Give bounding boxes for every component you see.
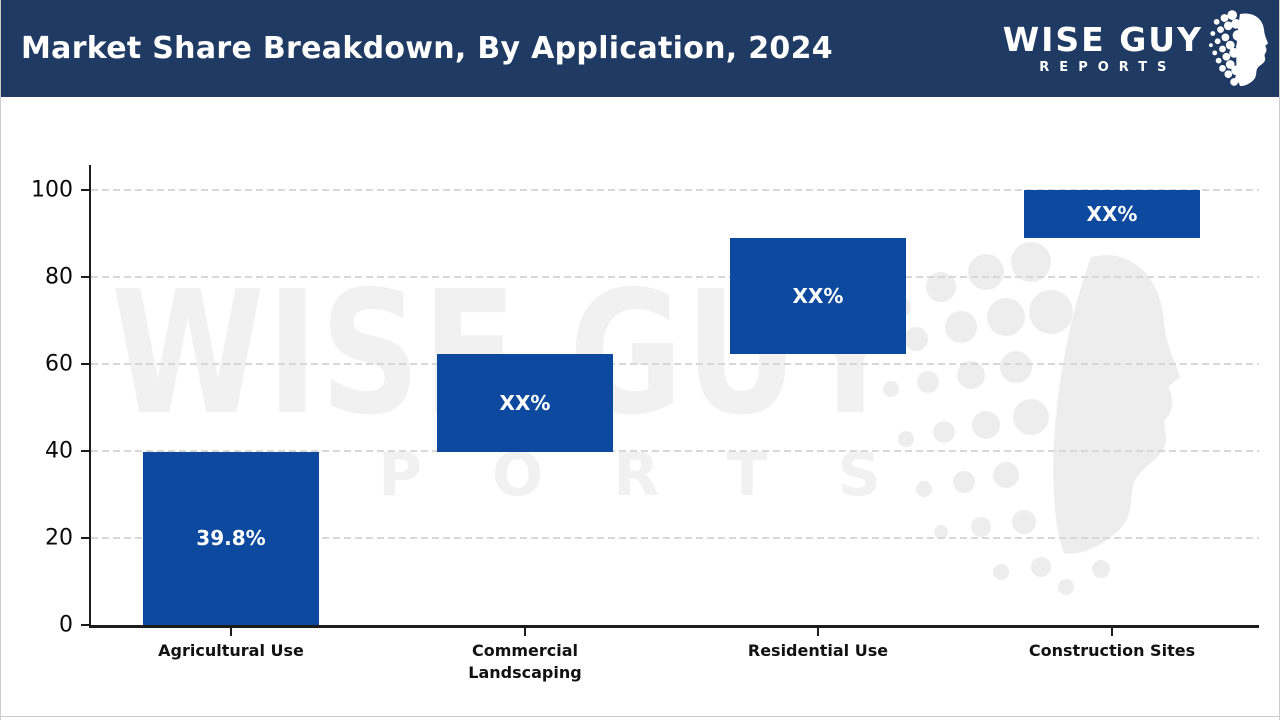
gridline bbox=[91, 363, 1259, 365]
y-tick bbox=[81, 624, 89, 626]
page-title: Market Share Breakdown, By Application, … bbox=[21, 31, 833, 66]
y-tick bbox=[81, 189, 89, 191]
y-tick-label: 40 bbox=[45, 438, 73, 464]
x-tick bbox=[230, 628, 232, 636]
wiseguy-logo-text: WISE GUY REPORTS bbox=[1003, 23, 1203, 75]
gridline bbox=[91, 537, 1259, 539]
y-tick-label: 20 bbox=[45, 525, 73, 551]
y-tick-label: 60 bbox=[45, 351, 73, 377]
y-tick bbox=[81, 276, 89, 278]
chart-area: WISE GUY REPORTS 0 20 40 60 80 100 39.8% Agricu… bbox=[1, 97, 1279, 717]
footer-divider bbox=[1, 716, 1279, 717]
category-label-line: Agricultural Use bbox=[158, 641, 304, 660]
logo-wordmark: WISE GUY bbox=[1002, 20, 1203, 59]
bar bbox=[437, 353, 613, 452]
y-tick bbox=[81, 537, 89, 539]
category-label: Construction Sites bbox=[1002, 640, 1222, 662]
x-tick bbox=[817, 628, 819, 636]
y-tick-label: 100 bbox=[31, 177, 73, 203]
category-label-line: Landscaping bbox=[468, 663, 582, 682]
wiseguy-face-logo-icon bbox=[1208, 10, 1269, 87]
category-label-line: Residential Use bbox=[747, 641, 889, 660]
gridline bbox=[91, 450, 1259, 452]
bar-value-label: XX% bbox=[792, 284, 844, 309]
bar-value-label: XX% bbox=[1086, 202, 1138, 227]
y-tick bbox=[81, 450, 89, 452]
gridline bbox=[91, 189, 1259, 191]
y-tick bbox=[81, 363, 89, 365]
category-label: Commercial Landscaping bbox=[415, 640, 635, 684]
category-label-line: Commercial bbox=[471, 641, 579, 660]
bar-value-label: 39.8% bbox=[196, 526, 266, 551]
x-tick bbox=[524, 628, 526, 636]
category-label: Agricultural Use bbox=[121, 640, 341, 662]
category-label-line: Construction Sites bbox=[1028, 641, 1196, 660]
bar bbox=[143, 451, 319, 625]
y-tick-label: 80 bbox=[45, 264, 73, 290]
y-tick-label: 0 bbox=[59, 612, 73, 638]
category-label: Residential Use bbox=[708, 640, 928, 662]
bar-value-label: XX% bbox=[499, 390, 551, 415]
bar bbox=[1024, 190, 1200, 239]
x-tick bbox=[1111, 628, 1113, 636]
x-axis-line bbox=[89, 625, 1259, 628]
y-axis-line bbox=[89, 165, 91, 627]
bar bbox=[730, 238, 906, 354]
logo-subtitle: REPORTS bbox=[1039, 60, 1177, 75]
wiseguy-logo: WISE GUY REPORTS bbox=[1003, 6, 1269, 92]
header-bar: Market Share Breakdown, By Application, … bbox=[1, 0, 1279, 97]
gridline bbox=[91, 276, 1259, 278]
